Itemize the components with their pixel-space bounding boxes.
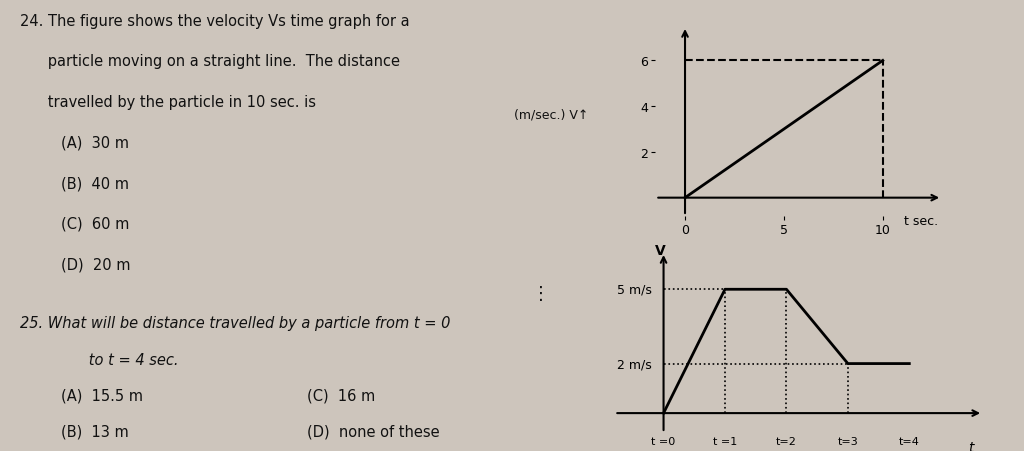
Text: 5 m/s: 5 m/s (617, 283, 652, 296)
Text: (D)  20 m: (D) 20 m (61, 257, 131, 272)
Text: ⋮: ⋮ (532, 284, 551, 302)
Text: 25. What will be distance travelled by a particle from t = 0: 25. What will be distance travelled by a… (20, 316, 451, 331)
Text: (C)  16 m: (C) 16 m (307, 388, 376, 403)
Text: (B)  40 m: (B) 40 m (61, 176, 129, 191)
Text: 2 m/s: 2 m/s (617, 357, 652, 370)
Text: (A)  30 m: (A) 30 m (61, 135, 129, 150)
Text: travelled by the particle in 10 sec. is: travelled by the particle in 10 sec. is (20, 95, 316, 110)
Text: to t = 4 sec.: to t = 4 sec. (61, 352, 179, 367)
Text: V: V (655, 244, 666, 258)
Text: (C)  60 m: (C) 60 m (61, 216, 130, 231)
Text: t sec.: t sec. (904, 214, 938, 227)
Text: (A)  15.5 m: (A) 15.5 m (61, 388, 143, 403)
Text: t: t (968, 440, 974, 451)
Text: particle moving on a straight line.  The distance: particle moving on a straight line. The … (20, 54, 400, 69)
Text: 24. The figure shows the velocity Vs time graph for a: 24. The figure shows the velocity Vs tim… (20, 14, 410, 28)
Text: (D)  none of these: (D) none of these (307, 424, 440, 439)
Text: (m/sec.) V↑: (m/sec.) V↑ (514, 108, 589, 121)
Text: (B)  13 m: (B) 13 m (61, 424, 129, 439)
